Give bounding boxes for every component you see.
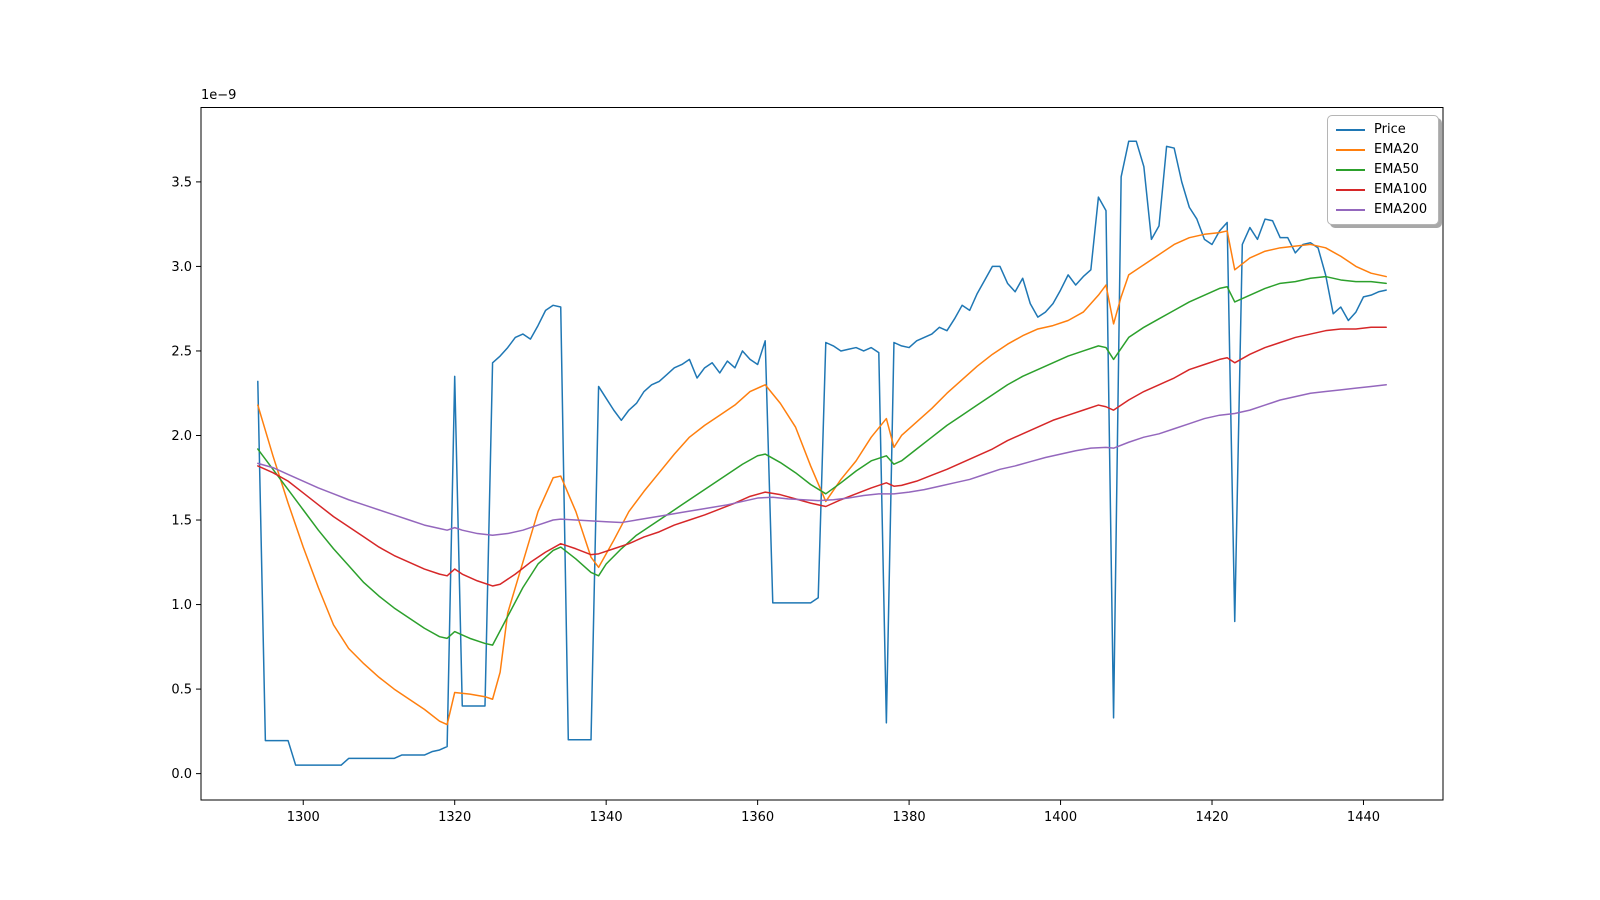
legend-line-swatch-price (1336, 129, 1365, 131)
x-tick-label: 1440 (1347, 810, 1380, 825)
legend-label: EMA100 (1374, 182, 1428, 197)
chart-legend: Price EMA20 EMA50 EMA100 EMA200 (1327, 115, 1439, 225)
legend-item-ema50: EMA50 (1336, 160, 1430, 180)
x-tick-label: 1320 (438, 810, 471, 825)
y-tick-label: 1.5 (171, 514, 192, 529)
series-line-ema50 (257, 275, 1387, 646)
y-tick-label: 2.5 (171, 344, 192, 359)
legend-label: EMA200 (1374, 202, 1428, 217)
legend-line-swatch-ema50 (1336, 169, 1365, 171)
series-line-ema200 (257, 384, 1387, 536)
series-line-ema20 (257, 230, 1387, 726)
series-line-ema100 (257, 326, 1387, 587)
y-axis-offset-label: 1e−9 (201, 88, 237, 103)
legend-item-price: Price (1336, 120, 1430, 140)
y-tick-label: 0.0 (171, 767, 192, 782)
x-tick-label: 1360 (741, 810, 774, 825)
legend-item-ema200: EMA200 (1336, 200, 1430, 220)
legend-line-swatch-ema100 (1336, 189, 1365, 191)
x-tick-label: 1300 (287, 810, 320, 825)
x-tick-label: 1380 (893, 810, 926, 825)
legend-item-ema20: EMA20 (1336, 140, 1430, 160)
x-tick-label: 1400 (1044, 810, 1077, 825)
y-tick-label: 1.0 (171, 598, 192, 613)
legend-label: EMA50 (1374, 162, 1419, 177)
legend-item-ema100: EMA100 (1336, 180, 1430, 200)
legend-line-swatch-ema20 (1336, 149, 1365, 151)
legend-line-swatch-ema200 (1336, 209, 1365, 211)
series-line-price (257, 140, 1387, 766)
y-tick-label: 0.5 (171, 683, 192, 698)
y-tick-label: 3.5 (171, 175, 192, 190)
legend-label: EMA20 (1374, 142, 1419, 157)
series-group (257, 140, 1387, 766)
y-tick-label: 3.0 (171, 260, 192, 275)
legend-label: Price (1374, 122, 1406, 137)
x-tick-label: 1340 (590, 810, 623, 825)
plot-frame (200, 107, 1444, 801)
x-tick-label: 1420 (1195, 810, 1228, 825)
y-tick-label: 2.0 (171, 429, 192, 444)
